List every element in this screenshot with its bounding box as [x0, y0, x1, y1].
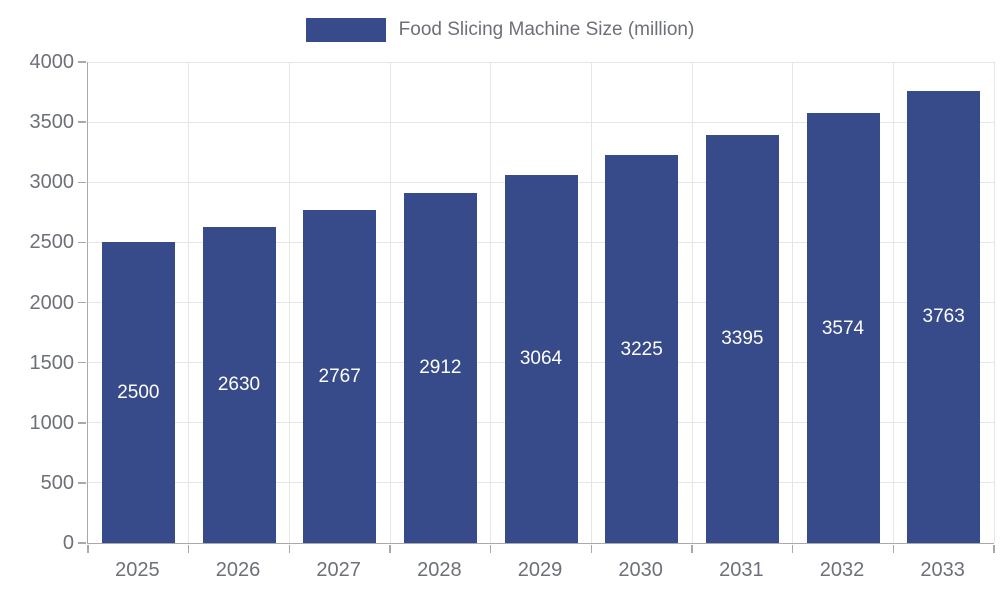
v-gridline — [188, 62, 190, 543]
bar: 2767 — [303, 210, 377, 543]
bar: 3395 — [705, 134, 779, 543]
y-tick-label: 4000 — [29, 51, 75, 73]
y-tick-label: 3500 — [29, 111, 75, 134]
legend-swatch-icon — [305, 18, 386, 42]
v-gridline — [288, 62, 290, 543]
y-tick-mark — [78, 121, 86, 123]
y-tick-label: 2000 — [29, 291, 75, 314]
y-tick-label: 3000 — [29, 171, 75, 194]
v-gridline — [993, 62, 995, 543]
v-gridline — [892, 62, 894, 543]
bar-value-label: 2630 — [217, 374, 261, 396]
x-tick-label: 2028 — [417, 559, 462, 581]
x-tick-mark — [87, 545, 89, 553]
bar-value-label: 3574 — [821, 317, 865, 339]
bar: 2630 — [202, 226, 276, 543]
v-gridline — [389, 62, 391, 543]
y-tick-mark — [78, 241, 86, 244]
x-tick-label: 2027 — [316, 559, 361, 581]
bar: 3763 — [907, 90, 981, 543]
bar-value-label: 3763 — [922, 306, 965, 328]
y-tick-mark — [78, 422, 86, 424]
x-tick-mark — [892, 545, 895, 553]
x-tick-label: 2033 — [920, 559, 965, 581]
x-tick-label: 2030 — [618, 559, 663, 581]
y-tick-mark — [78, 61, 86, 63]
y-tick-label: 2500 — [29, 231, 75, 254]
x-tick-label: 2026 — [215, 559, 261, 581]
y-tick-mark — [78, 542, 86, 544]
h-gridline — [88, 121, 994, 123]
x-tick-label: 2031 — [719, 559, 764, 581]
x-tick-mark — [993, 545, 995, 553]
bar: 2912 — [403, 192, 477, 543]
x-tick-mark — [187, 545, 190, 553]
v-gridline — [590, 62, 592, 543]
x-tick-label: 2025 — [115, 559, 160, 581]
v-gridline — [490, 62, 492, 543]
bar-value-label: 3225 — [620, 338, 663, 360]
x-axis: 2025 2026 2027 2028 2029 2030 2031 2032 2033 — [87, 560, 993, 586]
y-tick-label: 0 — [62, 532, 74, 554]
y-tick-mark — [78, 482, 86, 484]
h-gridline — [88, 61, 994, 63]
bar: 3225 — [605, 155, 679, 543]
bar: 3064 — [504, 174, 578, 543]
x-tick-label: 2032 — [819, 559, 865, 581]
bar-value-label: 2767 — [318, 366, 361, 388]
bar-value-label: 2500 — [117, 382, 160, 404]
legend-label: Food Slicing Machine Size (million) — [398, 19, 695, 40]
x-tick-mark — [288, 545, 291, 553]
x-tick-mark — [691, 545, 693, 553]
chart-legend[interactable]: Food Slicing Machine Size (million) — [0, 16, 1000, 44]
x-tick-mark — [389, 545, 391, 553]
x-tick-mark — [791, 545, 794, 553]
y-tick-mark — [78, 181, 86, 183]
y-tick-label: 1500 — [29, 351, 75, 374]
y-axis: 0 500 1000 1500 2000 2500 3000 3500 4000 — [0, 52, 75, 553]
bar-value-label: 3064 — [519, 348, 563, 370]
bar-value-label: 2912 — [419, 357, 462, 379]
bar-value-label: 3395 — [721, 328, 764, 350]
x-tick-mark — [489, 545, 492, 553]
bar: 3574 — [806, 113, 880, 543]
v-gridline — [691, 62, 693, 543]
y-tick-mark — [78, 361, 86, 364]
y-tick-label: 1000 — [29, 411, 75, 434]
y-tick-mark — [78, 301, 86, 304]
plot-area: 2500 2630 2767 2912 3064 3225 3395 3574 3763 — [78, 61, 995, 553]
bar: 2500 — [101, 242, 175, 543]
v-gridline — [792, 62, 794, 543]
x-tick-mark — [590, 545, 593, 553]
x-tick-label: 2029 — [517, 559, 563, 581]
y-tick-label: 500 — [40, 471, 74, 494]
